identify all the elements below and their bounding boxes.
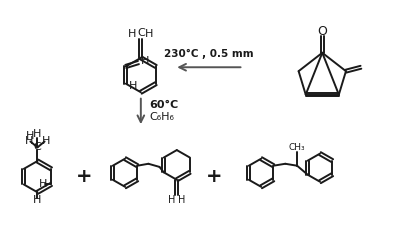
- Text: O: O: [317, 25, 327, 38]
- Text: H: H: [168, 195, 175, 205]
- Text: C: C: [34, 142, 41, 152]
- Text: H: H: [25, 137, 33, 146]
- Text: C: C: [137, 28, 145, 38]
- Text: +: +: [75, 167, 92, 186]
- Text: H: H: [39, 180, 48, 189]
- Text: C₆H₆: C₆H₆: [150, 112, 174, 122]
- Text: CH₃: CH₃: [289, 143, 306, 152]
- Text: H: H: [33, 195, 42, 205]
- Text: +: +: [206, 167, 222, 186]
- Text: H: H: [141, 56, 149, 66]
- Text: H: H: [129, 81, 137, 91]
- Text: 60°C: 60°C: [150, 100, 179, 110]
- Text: H: H: [26, 131, 34, 141]
- Text: H: H: [128, 29, 136, 39]
- Text: 230°C , 0.5 mm: 230°C , 0.5 mm: [164, 49, 254, 60]
- Text: H: H: [42, 137, 50, 146]
- Text: H: H: [33, 129, 42, 139]
- Text: H: H: [145, 29, 154, 39]
- Text: H: H: [178, 195, 186, 205]
